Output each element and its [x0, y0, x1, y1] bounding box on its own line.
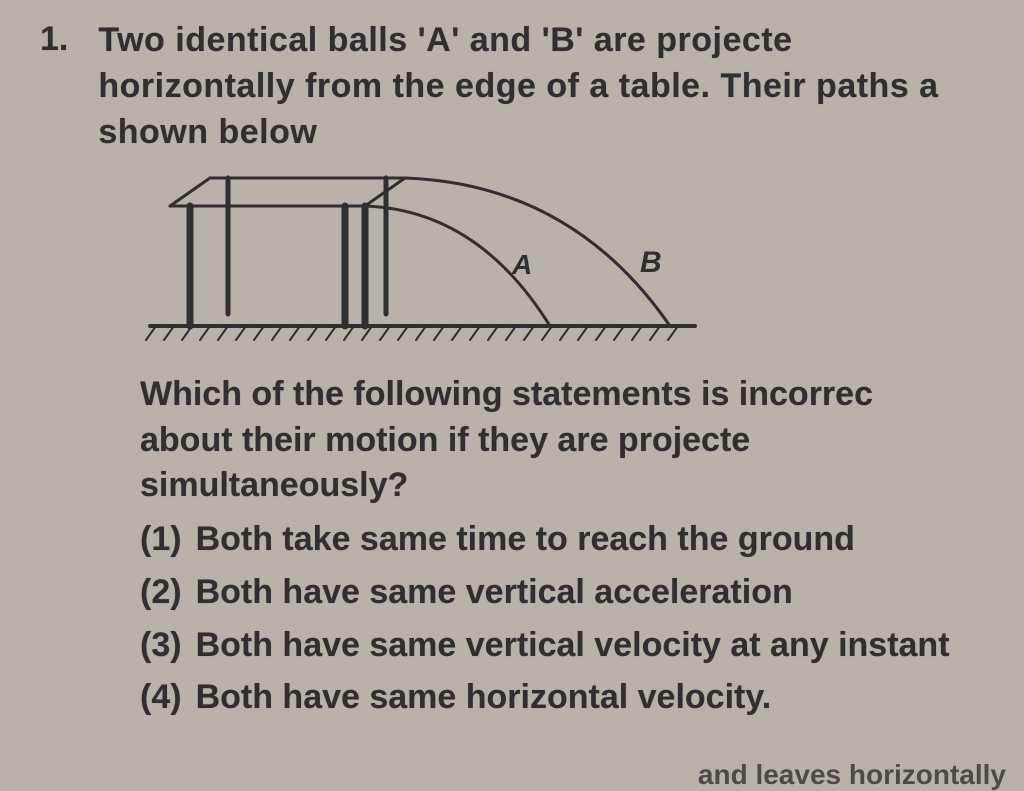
options-list: (1) Both take same time to reach the gro… [140, 513, 1004, 724]
option-2-text: Both have same vertical acceleration [196, 566, 1004, 619]
option-4-number: (4) [140, 671, 182, 724]
followup-line-3: simultaneously? [140, 466, 408, 504]
option-1: (1) Both take same time to reach the gro… [140, 513, 1004, 566]
option-3-number: (3) [140, 619, 182, 672]
question-line-2: horizontally from the edge of a table. T… [98, 67, 938, 105]
svg-text:B: B [640, 246, 662, 279]
projectile-diagram: AB [140, 166, 700, 361]
option-4: (4) Both have same horizontal velocity. [140, 671, 1004, 724]
option-2: (2) Both have same vertical acceleration [140, 566, 1004, 619]
option-4-text: Both have same horizontal velocity. [196, 671, 1004, 724]
option-1-text: Both take same time to reach the ground [196, 513, 1004, 566]
option-2-number: (2) [140, 566, 182, 619]
question-followup: Which of the following statements is inc… [140, 372, 1004, 510]
followup-line-2: about their motion if they are projecte [140, 421, 750, 459]
question-header: 1. Two identical balls 'A' and 'B' are p… [40, 18, 1004, 156]
question-line-1: Two identical balls 'A' and 'B' are proj… [98, 21, 792, 59]
question-number: 1. [40, 20, 68, 59]
option-1-number: (1) [140, 513, 182, 566]
page-cut-fragment: and leaves horizontally [698, 759, 1006, 791]
question-line-3: shown below [98, 113, 317, 151]
question-page: 1. Two identical balls 'A' and 'B' are p… [0, 0, 1024, 791]
option-3: (3) Both have same vertical velocity at … [140, 619, 1004, 672]
question-text: Two identical balls 'A' and 'B' are proj… [98, 18, 1004, 156]
option-3-text: Both have same vertical velocity at any … [196, 619, 1004, 672]
svg-text:A: A [511, 249, 532, 280]
figure-container: AB [140, 166, 1004, 366]
followup-line-1: Which of the following statements is inc… [140, 375, 873, 413]
